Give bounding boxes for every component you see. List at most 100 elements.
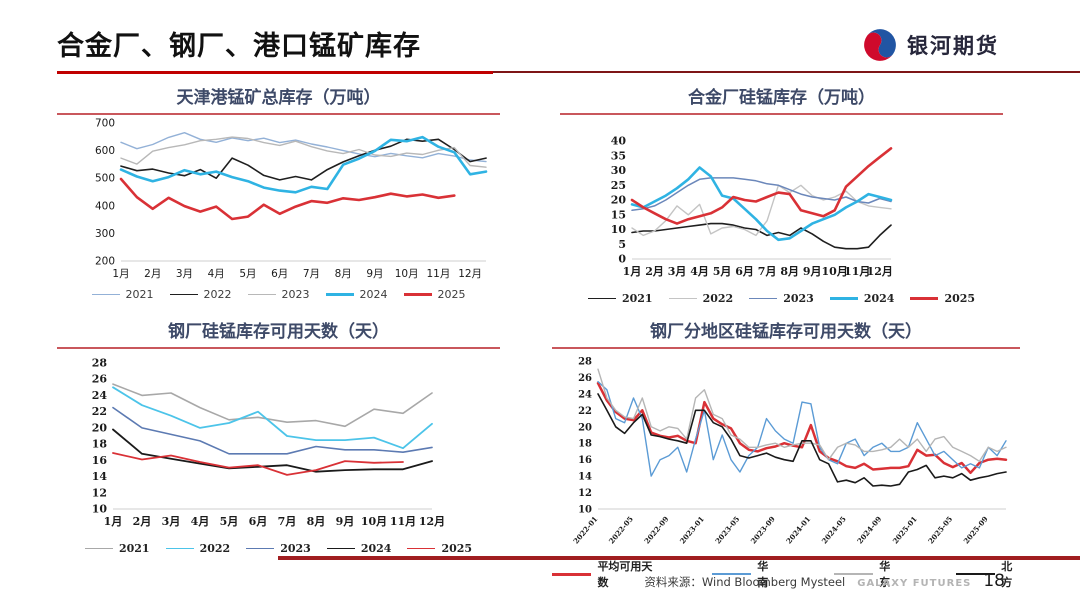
- legend-swatch: [84, 547, 113, 550]
- steel-plant-days-chart: 10 12 14 16 18 20 22 24 26 28 1月 2月 3月 4月 5月 6月 7月 8月 9月 10…: [92, 357, 445, 529]
- legend-label: 2025: [944, 292, 976, 305]
- svg-text:12月: 12月: [867, 265, 893, 278]
- svg-text:11月: 11月: [426, 268, 450, 280]
- legend-swatch: [552, 572, 592, 576]
- legend-label: 2021: [125, 288, 154, 301]
- legend-item: 2023: [247, 288, 310, 301]
- legend-label: 北方: [1001, 560, 1013, 589]
- page-number: 18: [983, 571, 1005, 591]
- svg-text:7月: 7月: [758, 265, 777, 278]
- brand-text: GALAXY FUTURES: [857, 578, 972, 589]
- legend-label: 2021: [621, 292, 653, 305]
- legend-swatch: [749, 297, 778, 300]
- svg-text:6月: 6月: [735, 265, 754, 278]
- svg-text:10: 10: [611, 223, 627, 236]
- svg-text:25: 25: [611, 179, 626, 192]
- legend-item: 平均可用天数: [552, 558, 654, 590]
- legend-label: 2023: [281, 288, 310, 301]
- svg-text:2月: 2月: [133, 515, 152, 528]
- svg-text:2023-05: 2023-05: [713, 515, 741, 546]
- svg-text:12月: 12月: [458, 268, 482, 280]
- legend-label: 2022: [199, 542, 231, 555]
- svg-text:20: 20: [578, 422, 592, 433]
- legend-swatch: [407, 547, 436, 550]
- legend-label: 华东: [879, 560, 891, 589]
- chart-title: 钢厂分地区硅锰库存可用天数（天）: [650, 322, 922, 342]
- svg-text:22: 22: [92, 405, 107, 418]
- svg-text:8月: 8月: [307, 515, 326, 528]
- legend-label: 2024: [863, 292, 895, 305]
- legend-swatch: [834, 573, 874, 575]
- legend-item: 2025: [403, 288, 466, 301]
- legend-label: 2023: [783, 292, 814, 305]
- svg-text:1月: 1月: [104, 515, 123, 528]
- chart-panel-steel-plant-days: 钢厂硅锰库存可用天数（天） 10 12 14 16 18 20 22 24 26 28 1月 2月 3月…: [57, 320, 500, 555]
- svg-text:6月: 6月: [271, 268, 288, 280]
- legend-item: 2021: [91, 288, 154, 301]
- legend-swatch: [956, 573, 996, 575]
- svg-text:18: 18: [92, 438, 108, 451]
- svg-text:5: 5: [618, 238, 626, 251]
- svg-text:2023-01: 2023-01: [678, 515, 706, 546]
- chart-legend: 2021 2022 2023 2024 2025: [57, 288, 500, 301]
- footer: 资料来源：Wind Bloomberg Mysteel GALAXY FUTUR…: [644, 571, 1005, 591]
- page-title: 合金厂、钢厂、港口锰矿库存: [57, 31, 421, 62]
- svg-text:7月: 7月: [278, 515, 297, 528]
- title-underline-left: [57, 71, 493, 74]
- svg-text:6月: 6月: [249, 515, 268, 528]
- svg-text:9月: 9月: [803, 265, 822, 278]
- svg-text:2022-09: 2022-09: [642, 515, 670, 546]
- legend-swatch: [910, 297, 939, 300]
- svg-text:5月: 5月: [239, 268, 256, 280]
- svg-text:24: 24: [92, 389, 108, 402]
- svg-text:2024-01: 2024-01: [784, 515, 812, 546]
- chart-title-rule: [552, 347, 1020, 349]
- legend-swatch: [247, 293, 276, 296]
- svg-text:2025-05: 2025-05: [926, 515, 954, 546]
- svg-text:1月: 1月: [623, 265, 642, 278]
- legend-item: 2022: [165, 542, 231, 555]
- svg-text:10月: 10月: [361, 515, 387, 528]
- legend-item: 2021: [587, 292, 653, 305]
- chart-panel-alloy-plant-inventory: 合金厂硅锰库存（万吨） 0 5 10 15 20 25 30 35 40 1月 2月 3月 4月 5月 6月…: [560, 86, 1003, 305]
- chart-legend: 2021 2022 2023 2024 2025: [57, 542, 500, 555]
- svg-text:5月: 5月: [220, 515, 239, 528]
- legend-label: 2021: [118, 542, 150, 555]
- svg-text:12月: 12月: [419, 515, 445, 528]
- chart-panel-tianjin-port-inventory: 天津港锰矿总库存（万吨） 200 300 400 500 600 700 1月 2月 3月 4月 5…: [57, 86, 500, 301]
- svg-text:4月: 4月: [208, 268, 225, 280]
- galaxy-futures-logo: 银河期货: [862, 27, 999, 63]
- legend-item: 2021: [84, 542, 150, 555]
- chart-title-rule: [57, 113, 500, 115]
- svg-text:18: 18: [578, 439, 592, 450]
- svg-text:2025-01: 2025-01: [891, 515, 919, 546]
- svg-text:5月: 5月: [713, 265, 732, 278]
- legend-item: 2025: [910, 292, 975, 305]
- legend-item: 2023: [246, 542, 311, 555]
- legend-swatch: [246, 547, 275, 550]
- legend-item: 北方: [956, 558, 1020, 590]
- svg-text:10: 10: [92, 503, 108, 516]
- svg-text:1月: 1月: [112, 268, 129, 280]
- svg-text:9月: 9月: [336, 515, 355, 528]
- svg-text:12: 12: [92, 486, 107, 499]
- legend-swatch: [829, 297, 858, 300]
- svg-text:11月: 11月: [390, 515, 416, 528]
- svg-text:22: 22: [578, 406, 592, 417]
- svg-text:10月: 10月: [395, 268, 419, 280]
- svg-text:3月: 3月: [176, 268, 193, 280]
- legend-swatch: [325, 293, 354, 296]
- svg-text:35: 35: [611, 149, 626, 162]
- svg-text:3月: 3月: [668, 265, 687, 278]
- legend-swatch: [712, 573, 752, 575]
- svg-text:4月: 4月: [690, 265, 709, 278]
- svg-text:16: 16: [92, 454, 108, 467]
- svg-text:500: 500: [95, 173, 115, 185]
- svg-text:26: 26: [92, 373, 108, 386]
- tianjin-port-inventory-chart: 200 300 400 500 600 700 1月 2月 3月 4月 5月 6月 7月 8月 9月 10月 1…: [95, 118, 488, 280]
- chart-legend: 2021 2022 2023 2024 2025: [560, 292, 1003, 305]
- galaxy-swirl-icon: [862, 27, 898, 63]
- chart-legend: 平均可用天数 华南 华东 北方: [552, 558, 1020, 590]
